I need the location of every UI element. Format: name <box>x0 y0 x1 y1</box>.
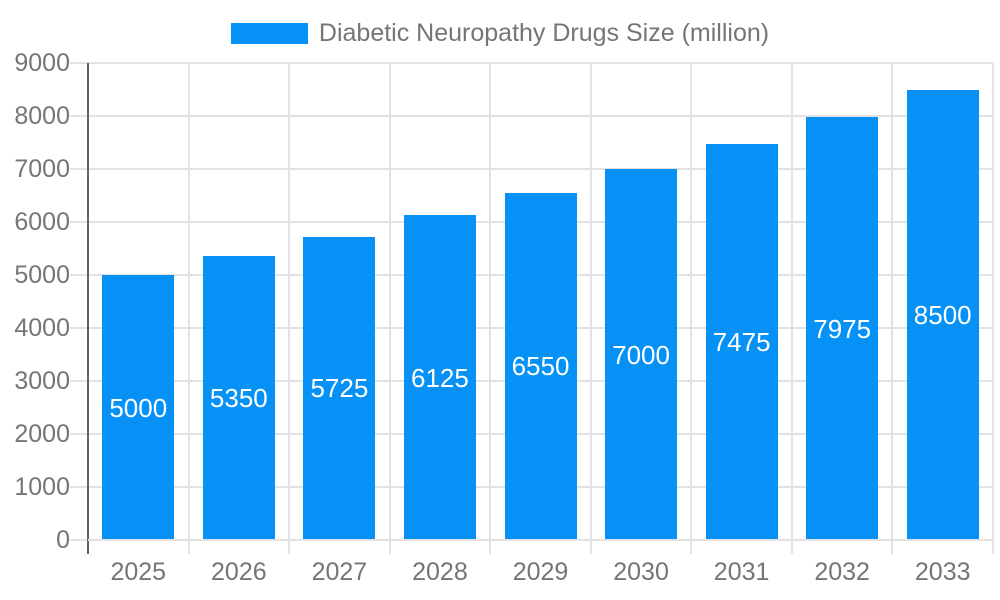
bar-2029[interactable]: 6550 <box>504 192 577 541</box>
x-gridline <box>589 63 592 554</box>
x-gridline <box>187 63 190 554</box>
legend[interactable]: Diabetic Neuropathy Drugs Size (million) <box>0 0 1000 66</box>
y-tick-label: 3000 <box>14 367 70 395</box>
bar-2025[interactable]: 5000 <box>102 275 175 541</box>
bar-2030[interactable]: 7000 <box>605 169 678 541</box>
y-tick-label: 6000 <box>14 208 70 236</box>
bar-value-label: 5350 <box>209 383 268 414</box>
x-baseline <box>88 539 993 541</box>
bar-2027[interactable]: 5725 <box>303 236 376 541</box>
y-tick-label: 2000 <box>14 420 70 448</box>
x-tick-label: 2025 <box>110 558 167 586</box>
x-gridline <box>891 63 894 554</box>
legend-swatch <box>230 22 308 44</box>
y-gridline <box>70 115 993 117</box>
y-tick-label: 4000 <box>14 314 70 342</box>
bar-value-label: 7000 <box>612 339 670 370</box>
bar-2033[interactable]: 8500 <box>906 89 979 541</box>
bar-value-label: 5000 <box>109 392 168 423</box>
bar-value-label: 6125 <box>411 362 469 393</box>
y-gridline <box>70 168 993 170</box>
bar-value-label: 5725 <box>310 373 369 404</box>
x-tick-label: 2033 <box>914 558 971 586</box>
bar-value-label: 8500 <box>913 299 972 330</box>
x-tick-label: 2032 <box>814 558 870 586</box>
legend-label: Diabetic Neuropathy Drugs Size (million) <box>318 18 770 47</box>
bar-value-label: 7475 <box>712 326 771 357</box>
y-axis-line <box>87 63 89 554</box>
y-tick-label: 5000 <box>14 261 70 289</box>
x-gridline <box>690 63 693 554</box>
y-tick-label: 1000 <box>14 473 70 501</box>
x-gridline <box>288 63 291 554</box>
x-tick-label: 2031 <box>713 558 770 586</box>
bar-2031[interactable]: 7475 <box>705 143 778 541</box>
y-tick-label: 8000 <box>14 102 70 130</box>
x-tick-label: 2030 <box>613 558 669 586</box>
x-tick-label: 2029 <box>512 558 569 586</box>
bar-value-label: 7975 <box>813 313 872 344</box>
bar-2026[interactable]: 5350 <box>202 256 275 541</box>
x-gridline <box>489 63 492 554</box>
bar-2032[interactable]: 7975 <box>806 117 879 541</box>
x-gridline <box>388 63 391 554</box>
bar-2028[interactable]: 6125 <box>403 215 476 541</box>
y-gridline <box>70 62 993 64</box>
x-gridline <box>790 63 793 554</box>
x-tick-label: 2028 <box>412 558 468 586</box>
x-tick-label: 2027 <box>311 558 368 586</box>
y-tick-label: 7000 <box>14 155 70 183</box>
bar-value-label: 6550 <box>511 351 570 382</box>
y-tick-label: 0 <box>56 526 70 554</box>
x-gridline <box>992 63 994 554</box>
x-tick-label: 2026 <box>211 558 267 586</box>
y-tick-label: 9000 <box>14 49 70 77</box>
